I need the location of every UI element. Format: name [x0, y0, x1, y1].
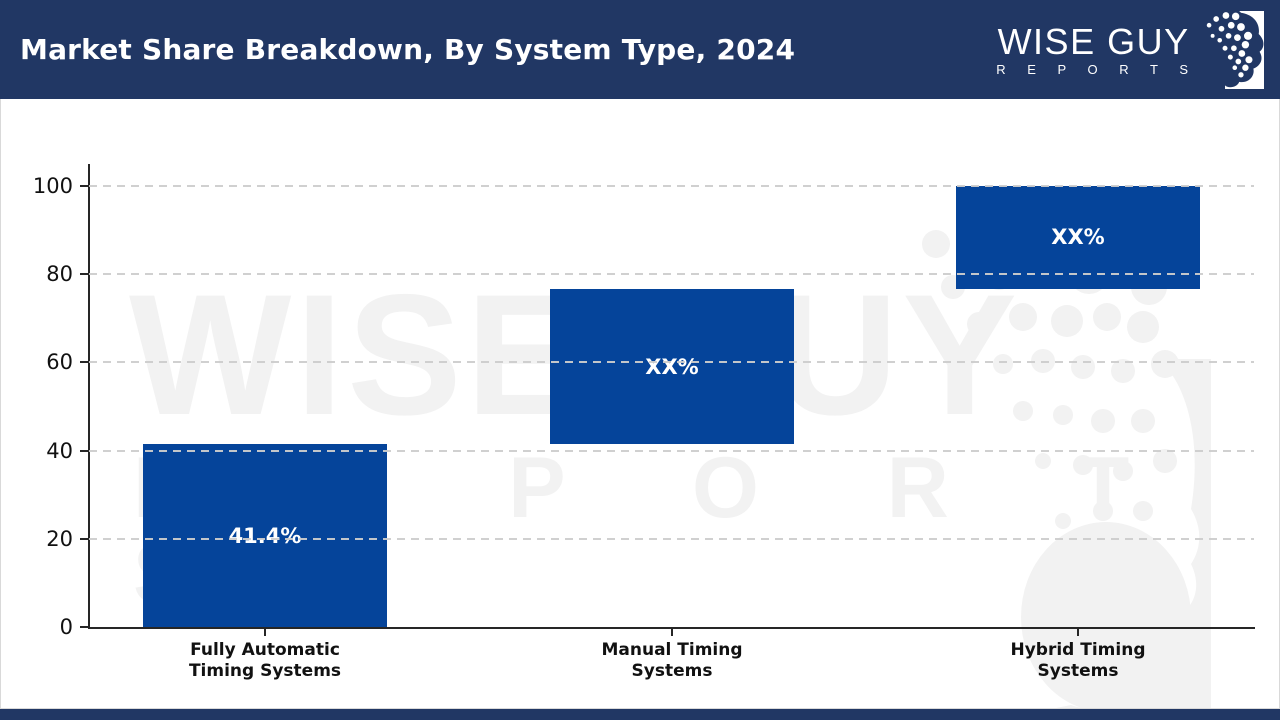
wise-guy-logo: WISE GUY R E P O R T S [990, 10, 1264, 90]
x-category-label-0: Fully Automatic Timing Systems [115, 640, 415, 682]
y-tick-label-40: 40 [46, 438, 73, 463]
bar-value-label-0: 41.4% [228, 523, 302, 548]
y-tick-y80 [80, 273, 88, 276]
x-tick-2 [1077, 629, 1079, 636]
x-category-label-line: Timing Systems [188, 661, 342, 681]
logo-text: WISE GUY R E P O R T S [990, 21, 1197, 78]
bar-segment-1: XX% [550, 288, 794, 445]
gridline-y60 [89, 361, 1254, 364]
y-tick-label-60: 60 [46, 350, 73, 375]
x-axis-line [88, 627, 1255, 629]
x-tick-1 [671, 629, 673, 636]
y-tick-y40 [80, 449, 88, 452]
y-tick-label-0: 0 [59, 615, 73, 639]
x-category-label-1: Manual Timing Systems [522, 640, 822, 682]
header-bar: Market Share Breakdown, By System Type, … [0, 0, 1280, 99]
page-title: Market Share Breakdown, By System Type, … [20, 33, 796, 66]
bar-segment-2: XX% [956, 186, 1200, 289]
y-tick-y100 [80, 185, 88, 187]
x-tick-0 [264, 629, 266, 636]
gridline-y40 [89, 449, 1254, 452]
bar-segment-0: 41.4% [143, 444, 387, 627]
footer-bar [0, 709, 1280, 720]
gridline-y100 [89, 185, 1254, 187]
bar-value-label-2: XX% [1051, 225, 1105, 250]
gridline-y20 [89, 537, 1254, 540]
y-tick-label-100: 100 [32, 174, 73, 198]
logo-reports-text: R E P O R T S [996, 62, 1197, 77]
x-category-label-line: Manual Timing [601, 640, 743, 660]
x-category-label-2: Hybrid Timing Systems [928, 640, 1228, 682]
y-tick-label-20: 20 [46, 526, 73, 551]
bar-value-label-1: XX% [645, 354, 699, 379]
x-category-label-line: Hybrid Timing [1010, 640, 1146, 660]
y-tick-y0 [80, 626, 88, 628]
logo-face-icon [1206, 11, 1264, 89]
x-category-label-line: Fully Automatic [190, 640, 340, 660]
y-tick-y20 [80, 537, 88, 540]
y-tick-label-80: 80 [46, 262, 73, 287]
gridline-y80 [89, 273, 1254, 276]
logo-wordmark: WISE GUY [997, 21, 1190, 62]
y-axis-line [88, 164, 90, 629]
y-tick-y60 [80, 361, 88, 364]
x-category-label-line: Systems [1037, 661, 1119, 681]
x-category-label-line: Systems [631, 661, 713, 681]
